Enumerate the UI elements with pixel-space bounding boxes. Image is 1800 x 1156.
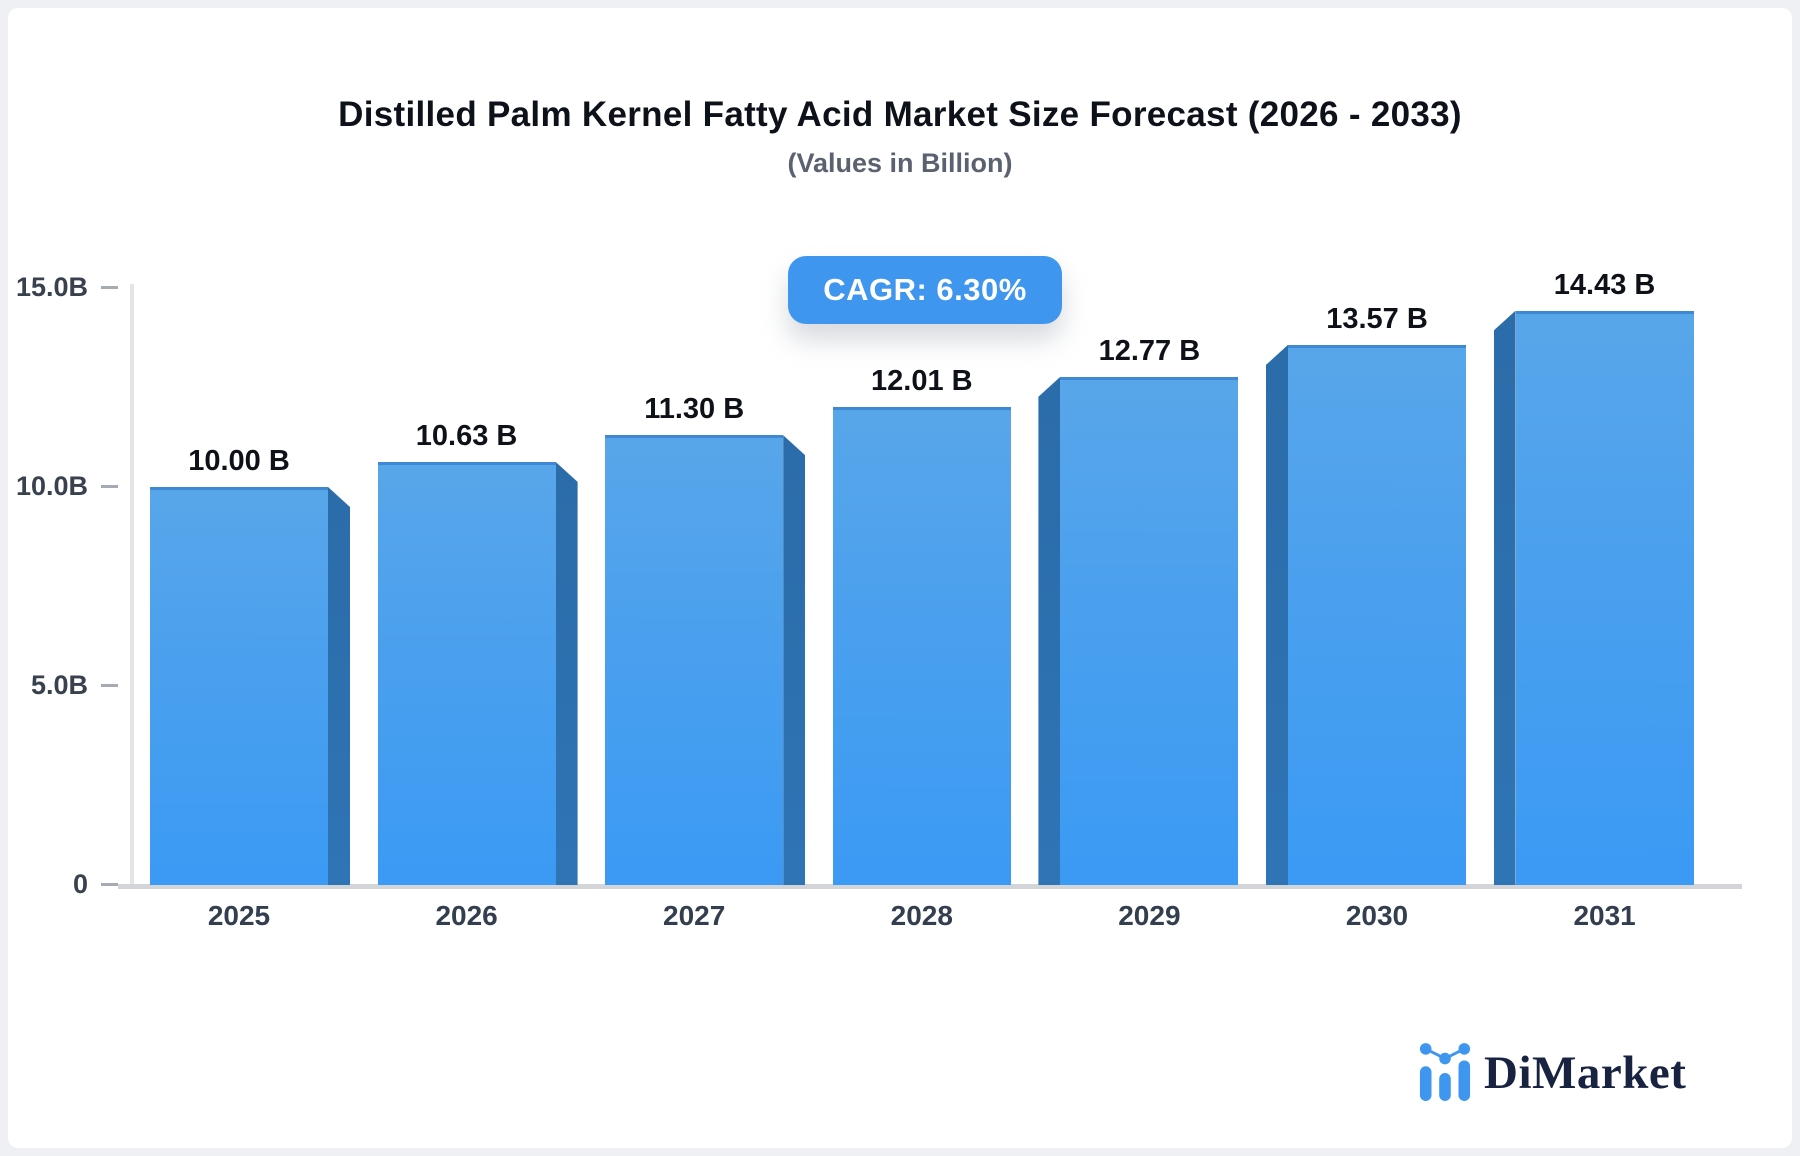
- bar-value-label: 11.30 B: [644, 393, 745, 426]
- x-axis-label: 2031: [1573, 900, 1636, 931]
- x-axis-baseline: [118, 884, 1742, 889]
- x-axis-label: 2026: [435, 900, 498, 931]
- y-axis-tick: [101, 883, 118, 886]
- bar-side-3d: [783, 435, 806, 885]
- bar-side-3d: [1038, 376, 1061, 885]
- y-axis-tick: [101, 485, 118, 488]
- y-axis-label: 5.0B: [30, 670, 88, 700]
- y-axis-line: [130, 284, 134, 886]
- bar-side-3d: [555, 461, 578, 885]
- bar-face-2031: [1515, 310, 1694, 885]
- bar-value-label: 14.43 B: [1553, 268, 1656, 301]
- bar-face-2026: [377, 461, 556, 885]
- x-axis-label: 2025: [207, 900, 271, 931]
- cagr-badge: CAGR: 6.30%: [788, 256, 1062, 324]
- bar-value-label: 10.00 B: [188, 445, 290, 477]
- y-axis-tick: [101, 286, 118, 289]
- bar-value-label: 12.01 B: [871, 365, 973, 397]
- bar-value-label: 10.63 B: [415, 419, 518, 452]
- bar-chart-icon: [1419, 1043, 1471, 1101]
- brand-name: DiMarket: [1484, 1047, 1687, 1099]
- y-axis-tick: [101, 684, 118, 687]
- bar-side-3d: [328, 487, 350, 885]
- bar-face-2029: [1060, 376, 1239, 885]
- cagr-badge-label: CAGR: 6.30%: [823, 272, 1027, 307]
- y-axis-label: 0: [72, 869, 88, 899]
- x-axis-label: 2028: [890, 900, 953, 931]
- bar-face-2028: [832, 407, 1011, 885]
- x-axis-label: 2030: [1345, 900, 1409, 931]
- y-axis-label: 15.0B: [15, 272, 88, 302]
- chart-title: Distilled Palm Kernel Fatty Acid Market …: [338, 95, 1462, 134]
- bar-face-2025: [150, 487, 328, 885]
- chart-subtitle: (Values in Billion): [787, 148, 1013, 178]
- x-axis-label: 2029: [1118, 900, 1181, 931]
- bar-face-2030: [1288, 344, 1466, 885]
- bar-value-label: 13.57 B: [1326, 302, 1428, 335]
- bar-side-3d: [1493, 310, 1516, 885]
- bar-value-label: 12.77 B: [1098, 334, 1201, 367]
- bar-face-2027: [605, 435, 784, 885]
- bar-side-3d: [1266, 344, 1288, 885]
- brand-logo: DiMarket: [1418, 1040, 1686, 1106]
- y-axis-label: 10.0B: [15, 471, 88, 501]
- x-axis-label: 2027: [663, 900, 726, 931]
